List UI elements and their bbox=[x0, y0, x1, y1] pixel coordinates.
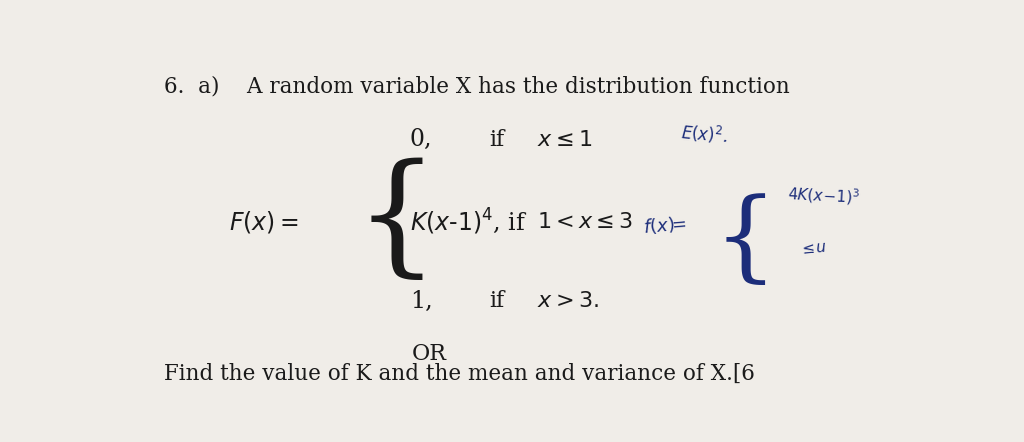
Text: $x \leq 1$: $x \leq 1$ bbox=[537, 129, 592, 151]
Text: OR: OR bbox=[412, 343, 447, 365]
Text: {: { bbox=[714, 194, 777, 290]
Text: $\leq\! u$: $\leq\! u$ bbox=[799, 240, 827, 257]
Text: 6.  a)    A random variable X has the distribution function: 6. a) A random variable X has the distri… bbox=[164, 75, 790, 97]
Text: {: { bbox=[354, 157, 438, 286]
Text: if: if bbox=[489, 290, 504, 312]
Text: $F(x) =$: $F(x) =$ bbox=[228, 209, 299, 235]
Text: 1,: 1, bbox=[410, 290, 432, 313]
Text: $K(x\text{-}1)^4$, if: $K(x\text{-}1)^4$, if bbox=[410, 206, 527, 236]
Text: $f(x)\!\!=\!\!$: $f(x)\!\!=\!\!$ bbox=[642, 213, 688, 237]
Text: $1 < x \leq 3$: $1 < x \leq 3$ bbox=[537, 210, 633, 232]
Text: $4K(x\!-\!1)^3$: $4K(x\!-\!1)^3$ bbox=[786, 183, 860, 207]
Text: Find the value of K and the mean and variance of X.[6: Find the value of K and the mean and var… bbox=[164, 363, 755, 385]
Text: if: if bbox=[489, 129, 504, 151]
Text: 0,: 0, bbox=[410, 128, 432, 151]
Text: $E(x)^2$.: $E(x)^2$. bbox=[680, 121, 728, 147]
Text: $x > 3.$: $x > 3.$ bbox=[537, 290, 599, 312]
